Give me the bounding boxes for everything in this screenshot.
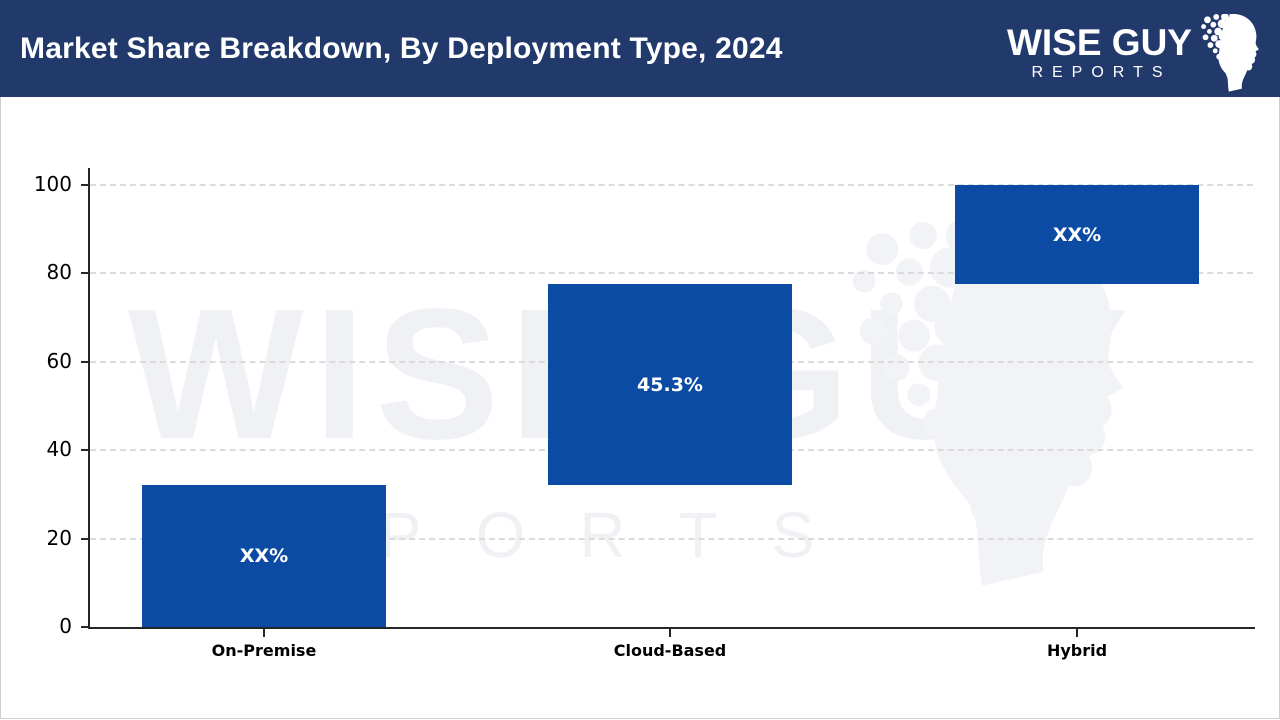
- y-axis-tick-0: [81, 626, 90, 628]
- y-axis-label-100: 100: [33, 172, 72, 196]
- y-axis-label-60: 60: [46, 348, 72, 373]
- y-axis-label-40: 40: [46, 437, 72, 462]
- y-axis-tick-80: [81, 272, 90, 275]
- y-axis-tick-60: [81, 360, 90, 363]
- x-axis-label-0: On-Premise: [211, 641, 317, 660]
- x-axis-tick-1: [669, 629, 671, 637]
- x-axis-tick-0: [263, 629, 265, 637]
- y-axis-label-20: 20: [46, 525, 72, 550]
- gridline-100: [90, 184, 1253, 186]
- logo-reports-label: REPORTS: [1031, 64, 1172, 81]
- bar-cloud-based: 45.3%: [548, 284, 792, 485]
- bar-hybrid: XX%: [955, 185, 1199, 285]
- y-axis-label-0: 0: [59, 614, 72, 638]
- x-axis-label-1: Cloud-Based: [613, 641, 727, 660]
- x-axis-line: [88, 627, 1255, 629]
- y-axis-tick-40: [81, 449, 90, 452]
- header-bar: Market Share Breakdown, By Deployment Ty…: [0, 0, 1280, 97]
- gridline-80: [90, 272, 1253, 275]
- x-axis-tick-2: [1076, 629, 1078, 637]
- gridline-20: [90, 537, 1253, 540]
- bar-on-premise: XX%: [142, 484, 386, 627]
- wiseguy-logo: WISE GUY REPORTS: [1007, 8, 1262, 92]
- bar-value-label: XX%: [1052, 223, 1102, 246]
- y-axis-line: [88, 168, 90, 629]
- logo-wiseguy-label: WISE GUY: [1006, 22, 1192, 63]
- bar-value-label: 45.3%: [637, 373, 703, 396]
- y-axis-tick-100: [81, 184, 90, 186]
- y-axis-label-80: 80: [46, 260, 72, 285]
- y-axis-tick-20: [81, 537, 90, 540]
- x-axis-label-2: Hybrid: [1046, 641, 1108, 660]
- chart-title: Market Share Breakdown, By Deployment Ty…: [20, 31, 783, 65]
- wiseguy-logo-text: WISE GUY REPORTS: [1007, 24, 1192, 82]
- bar-value-label: XX%: [239, 544, 289, 567]
